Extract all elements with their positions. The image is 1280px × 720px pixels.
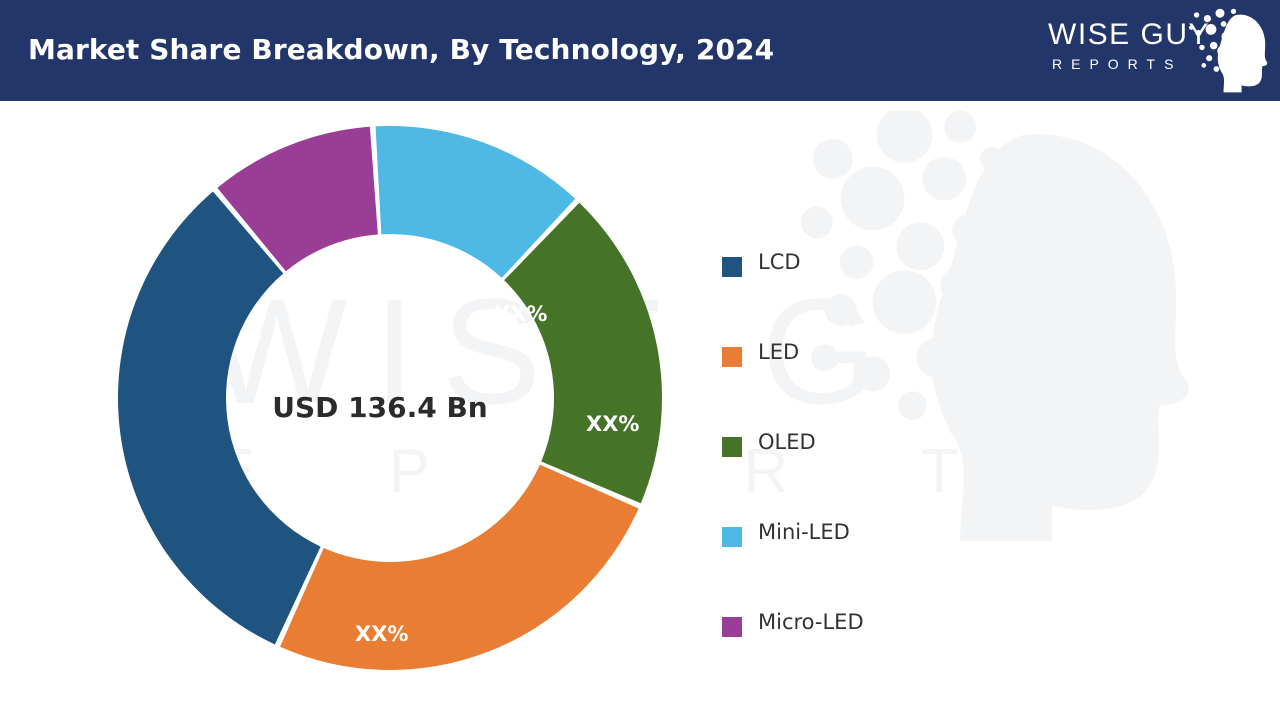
slice-label-oled: XX% (586, 412, 640, 436)
legend-item-lcd[interactable]: LCD (722, 250, 982, 341)
slice-label-lcd: 32.1% (28, 334, 101, 358)
legend-label-mini-led: Mini-LED (758, 520, 850, 544)
legend-item-mini-led[interactable]: Mini-LED (722, 520, 982, 611)
pie-slice-lcd[interactable] (117, 191, 321, 645)
pie-slice-led[interactable] (280, 464, 639, 670)
brand-logo: WISE GUY REPORTS (1042, 4, 1274, 96)
legend-item-oled[interactable]: OLED (722, 430, 982, 521)
pie-slice-mini-led[interactable] (375, 125, 576, 278)
legend-swatch-micro-led (722, 617, 742, 637)
page-title: Market Share Breakdown, By Technology, 2… (28, 33, 775, 66)
pie-slice-micro-led[interactable] (217, 126, 378, 272)
legend-label-micro-led: Micro-LED (758, 610, 864, 634)
donut-center-value: USD 136.4 Bn (272, 391, 488, 424)
slice-label-mini-led: XX% (494, 302, 548, 326)
logo-wordmark-secondary: REPORTS (1052, 56, 1183, 72)
legend-swatch-mini-led (722, 527, 742, 547)
donut-chart (117, 125, 662, 670)
logo-wordmark-primary: WISE GUY (1048, 18, 1211, 51)
legend-swatch-led (722, 347, 742, 367)
legend-item-micro-led[interactable]: Micro-LED (722, 610, 982, 701)
chart-canvas: WISE G E P O R T S (0, 101, 1280, 720)
legend-item-led[interactable]: LED (722, 340, 982, 431)
slice-label-led: XX% (355, 622, 409, 646)
legend-label-lcd: LCD (758, 250, 801, 274)
chart-legend: LCD LED OLED Mini-LED Micro-LED (722, 250, 982, 701)
legend-swatch-lcd (722, 257, 742, 277)
legend-swatch-oled (722, 437, 742, 457)
legend-label-oled: OLED (758, 430, 816, 454)
slice-label-micro-led: XX% (349, 249, 403, 273)
head-dots-icon (1189, 8, 1268, 93)
pie-slice-oled[interactable] (504, 202, 662, 504)
header-bar: Market Share Breakdown, By Technology, 2… (0, 0, 1280, 101)
legend-label-led: LED (758, 340, 800, 364)
